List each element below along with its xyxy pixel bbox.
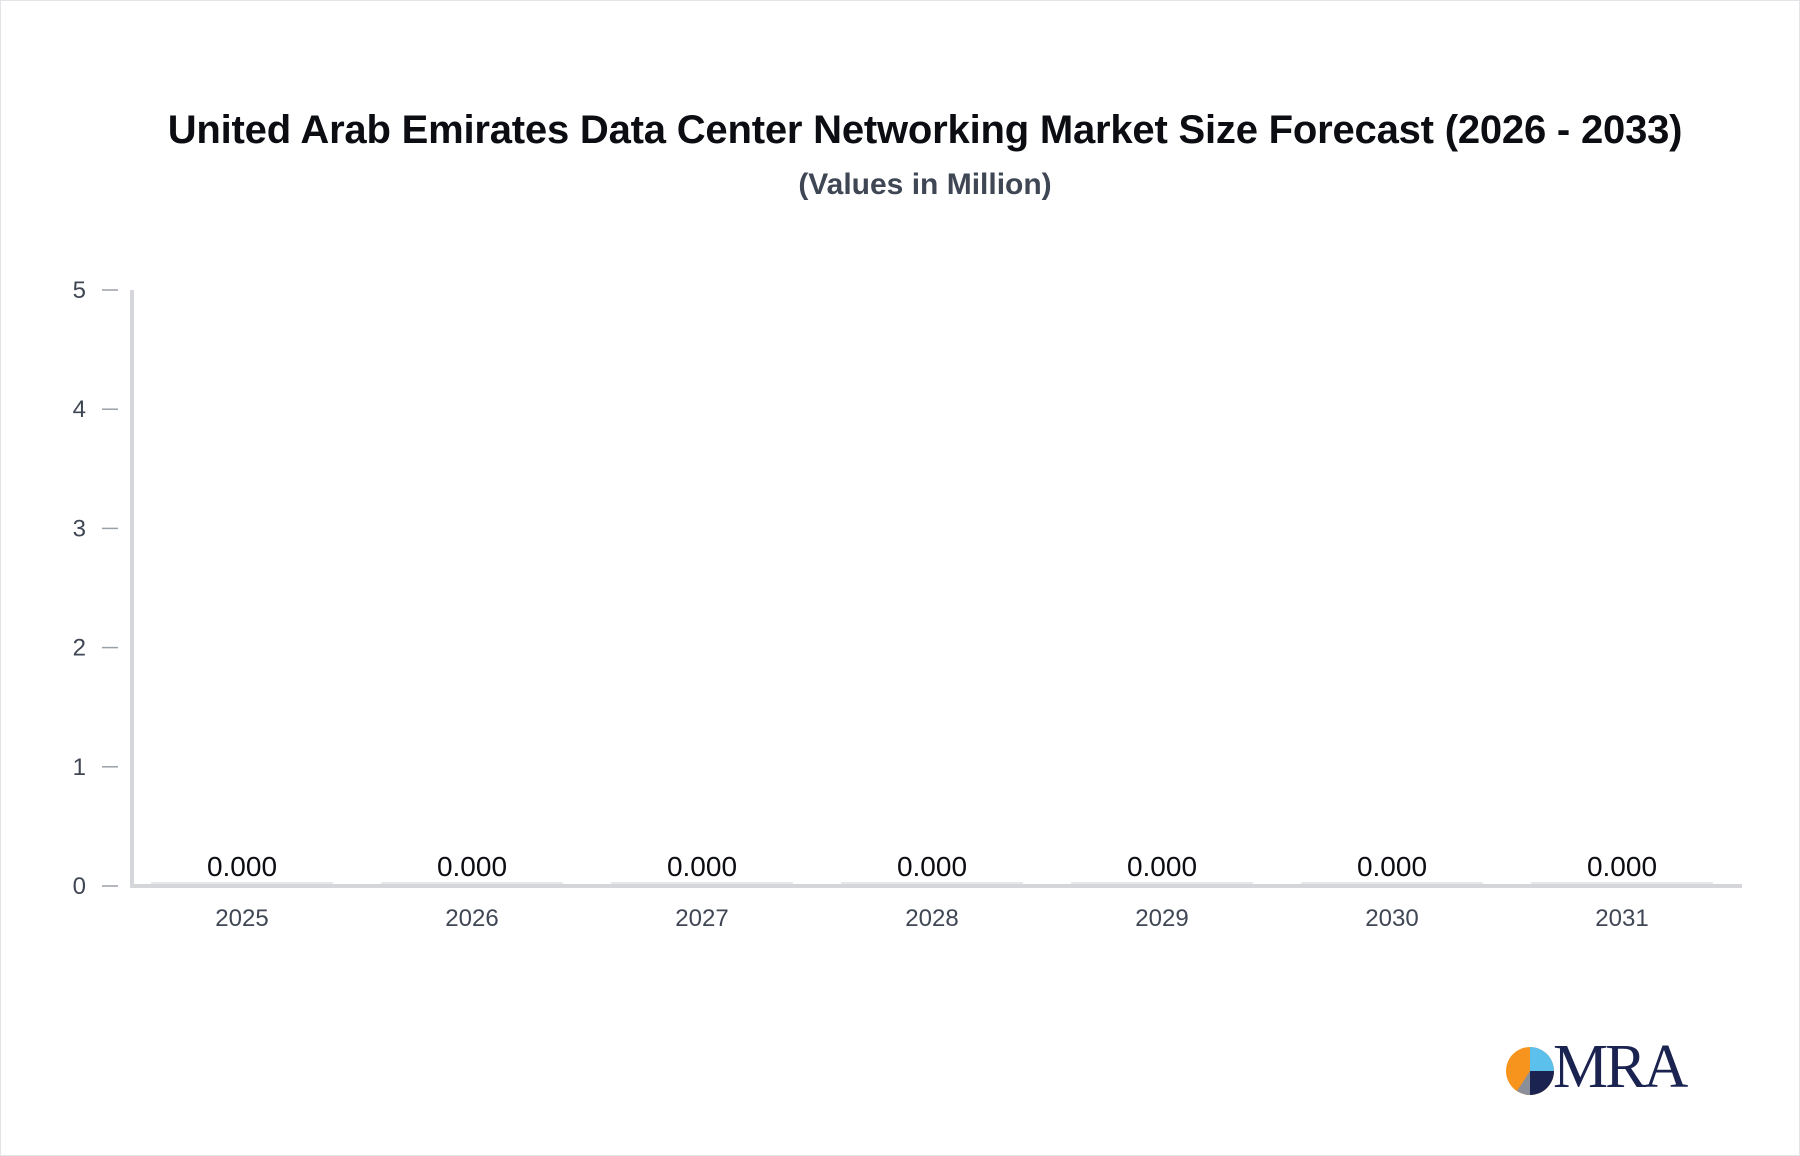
bar-data-label: 0.000 xyxy=(667,851,737,882)
y-tick-label: 0 xyxy=(73,873,86,900)
bar-data-label: 0.000 xyxy=(207,851,277,882)
y-tick-label: 3 xyxy=(73,515,86,542)
x-tick-label: 2026 xyxy=(445,905,498,932)
bar-data-label: 0.000 xyxy=(1357,851,1427,882)
bar[interactable] xyxy=(1531,882,1713,885)
y-tick-label: 2 xyxy=(73,635,86,662)
bar-data-label: 0.000 xyxy=(437,851,507,882)
chart-title: United Arab Emirates Data Center Network… xyxy=(167,108,1683,152)
bar[interactable] xyxy=(611,882,793,885)
bar-data-label: 0.000 xyxy=(1127,851,1197,882)
x-tick-label: 2031 xyxy=(1595,905,1648,932)
mra-logo: MRA xyxy=(1505,1036,1695,1100)
logo-text: MRA xyxy=(1553,1033,1688,1101)
x-tick-label: 2028 xyxy=(905,905,958,932)
y-tick-label: 4 xyxy=(73,396,86,423)
logo-pie-icon xyxy=(1506,1047,1554,1095)
y-axis: 0 1 2 3 4 5 xyxy=(73,277,134,900)
bar[interactable] xyxy=(1301,882,1483,885)
bar[interactable] xyxy=(1071,882,1253,885)
x-tick-label: 2030 xyxy=(1365,905,1418,932)
x-tick-label: 2029 xyxy=(1135,905,1188,932)
x-axis: 2025 2026 2027 2028 2029 2030 2031 xyxy=(132,884,1742,932)
bar-data-label: 0.000 xyxy=(1587,851,1657,882)
bar[interactable] xyxy=(381,882,563,885)
y-tick-label: 1 xyxy=(73,754,86,781)
bar-data-label: 0.000 xyxy=(897,851,967,882)
chart-subtitle: (Values in Million) xyxy=(798,168,1052,201)
x-tick-label: 2027 xyxy=(675,905,728,932)
bar[interactable] xyxy=(841,882,1023,885)
bars: 0.000 0.000 0.000 0.000 0.000 0.000 0.000 xyxy=(151,851,1713,885)
bar[interactable] xyxy=(151,882,333,885)
y-tick-label: 5 xyxy=(73,277,86,304)
x-tick-label: 2025 xyxy=(215,905,268,932)
